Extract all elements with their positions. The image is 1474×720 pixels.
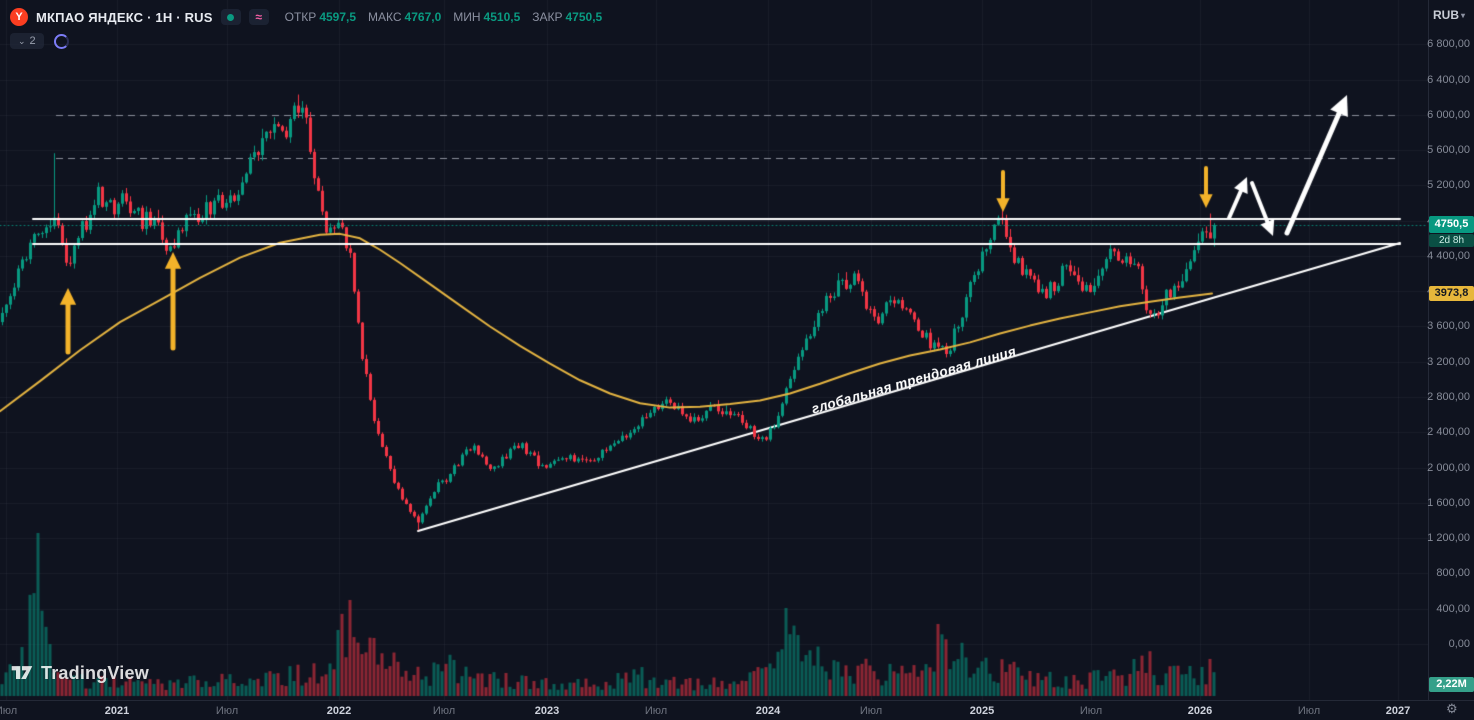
loading-icon <box>53 33 69 49</box>
price-tick: 400,00 <box>1436 602 1470 615</box>
chevron-down-icon: ▾ <box>1461 10 1466 20</box>
currency-label: RUB <box>1433 8 1459 22</box>
chevron-down-icon: ⌄ <box>18 35 26 46</box>
price-tick: 0,00 <box>1448 638 1470 650</box>
time-label: Июл <box>1297 705 1321 717</box>
objects-count-pill[interactable]: ⌄ 2 <box>10 33 44 49</box>
objects-count: 2 <box>29 35 36 47</box>
time-label: Июл <box>0 705 18 717</box>
time-label: 2025 <box>969 705 995 717</box>
last-price-badge: 4750,5 <box>1429 216 1474 233</box>
price-tick: 6 400,00 <box>1427 73 1470 86</box>
ohlc-item: МАКС 4767,0 <box>368 10 442 24</box>
time-label: 2023 <box>534 705 560 717</box>
price-tick: 1 600,00 <box>1427 496 1470 509</box>
price-axis[interactable]: 6 800,00 6 400,00 6 000,00 5 600,00 5 200,00… <box>1427 0 1474 700</box>
time-label: Июл <box>859 705 883 717</box>
time-label: 2022 <box>326 705 352 717</box>
bar-countdown-badge: 2d 8h <box>1429 234 1474 247</box>
time-label: Июл <box>215 705 239 717</box>
price-tick: 6 000,00 <box>1427 108 1470 121</box>
time-label: 2027 <box>1385 705 1411 717</box>
time-label: Июл <box>1079 705 1103 717</box>
gear-icon[interactable]: ⚙ <box>1446 701 1458 716</box>
time-label: Июл <box>644 705 668 717</box>
price-tick: 4 400,00 <box>1427 249 1470 262</box>
wave-indicator-icon[interactable]: ≈ <box>248 9 269 25</box>
price-chart-canvas[interactable] <box>0 0 1428 700</box>
yandex-logo: Y <box>10 8 28 26</box>
time-label: 2021 <box>104 705 130 717</box>
tradingview-logo-text: TradingView <box>41 662 149 683</box>
time-label: 2026 <box>1187 705 1213 717</box>
price-tick: 2 800,00 <box>1427 391 1470 404</box>
price-tick: 3 600,00 <box>1427 320 1470 333</box>
symbol-title[interactable]: МКПАО ЯНДЕКС · 1H · RUS <box>36 9 213 25</box>
price-tick: 5 600,00 <box>1427 144 1470 157</box>
chart-legend: Y МКПАО ЯНДЕКС · 1H · RUS ≈ ОТКР 4597,5 МА… <box>10 8 602 49</box>
time-label: Июл <box>432 705 456 717</box>
tradingview-logo[interactable]: TradingView <box>10 661 149 685</box>
ohlc-readout: ОТКР 4597,5 МАКС 4767,0 МИН 4510,5 ЗАКР 4750,5 <box>285 10 603 24</box>
price-tick: 2 000,00 <box>1427 461 1470 474</box>
currency-button[interactable]: RUB ▾ <box>1433 8 1465 22</box>
price-tick: 1 200,00 <box>1427 532 1470 545</box>
price-tick: 6 800,00 <box>1427 38 1470 51</box>
tradingview-mark-icon <box>11 666 33 679</box>
price-tick: 2 400,00 <box>1427 426 1470 439</box>
green-dot-icon <box>227 13 235 21</box>
ma-value-badge: 3973,8 <box>1429 285 1474 301</box>
time-axis[interactable]: Июл 2021 Июл 2022 Июл 2023 Июл 2024 Июл 2025 Июл 20… <box>0 700 1474 720</box>
price-tick: 3 200,00 <box>1427 355 1470 368</box>
volume-value-badge: 2,22M <box>1429 677 1474 692</box>
ohlc-item: ЗАКР 4750,5 <box>532 10 603 24</box>
time-label: 2024 <box>755 705 781 717</box>
market-status-icon[interactable] <box>220 9 241 25</box>
price-tick: 800,00 <box>1436 567 1470 580</box>
ohlc-item: ОТКР 4597,5 <box>284 10 357 24</box>
price-tick: 5 200,00 <box>1427 179 1470 192</box>
ohlc-item: МИН 4510,5 <box>453 10 521 24</box>
